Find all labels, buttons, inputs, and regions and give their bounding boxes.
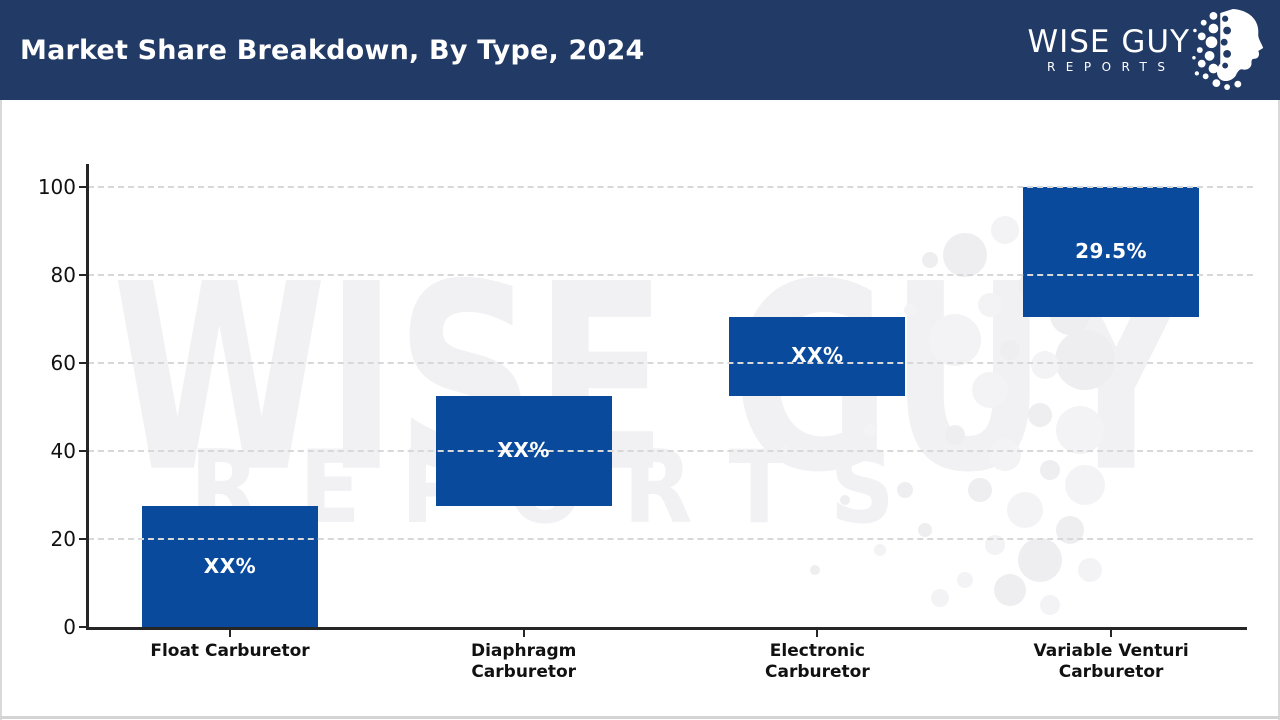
- y-tick: [79, 274, 87, 276]
- y-axis-line: [86, 164, 89, 629]
- header: Market Share Breakdown, By Type, 2024 WI…: [0, 0, 1280, 100]
- y-tick: [79, 626, 87, 628]
- y-tick-label: 0: [63, 615, 76, 639]
- x-tick: [229, 629, 231, 637]
- x-tick: [816, 629, 819, 637]
- left-border: [0, 100, 2, 720]
- category-label-variable-venturi-carburetor: Variable Venturi Carburetor: [1033, 641, 1189, 682]
- gridline-20: [88, 538, 1253, 540]
- y-tick: [79, 186, 87, 188]
- category-label-electronic-carburetor: Electronic Carburetor: [765, 641, 870, 682]
- bar-value-label: XX%: [791, 343, 844, 368]
- gridline-60: [88, 362, 1253, 364]
- y-tick-label: 20: [50, 527, 76, 551]
- right-border: [1278, 100, 1280, 720]
- bar-float-carburetor: [142, 506, 318, 627]
- footer-divider: [0, 716, 1280, 719]
- y-tick-label: 100: [37, 175, 76, 199]
- bar-value-label: XX%: [497, 438, 550, 462]
- y-tick: [79, 362, 87, 364]
- x-tick: [1110, 629, 1113, 637]
- y-tick: [79, 538, 87, 540]
- x-axis-line: [86, 627, 1247, 630]
- gridline-80: [88, 274, 1253, 276]
- logo-wordmark: WISE GUY REPORTS: [1027, 24, 1190, 74]
- page-title: Market Share Breakdown, By Type, 2024: [20, 34, 645, 66]
- bar-electronic-carburetor: [729, 316, 906, 396]
- face-profile-icon: [1192, 9, 1264, 90]
- gridline-100: [88, 186, 1253, 188]
- bar-value-label: 29.5%: [1075, 238, 1148, 263]
- y-tick-label: 80: [50, 263, 76, 287]
- wiseguy-logo: WISE GUY REPORTS: [1027, 7, 1270, 93]
- category-label-float-carburetor: Float Carburetor: [150, 641, 310, 661]
- bar-value-label: XX%: [203, 553, 257, 578]
- bar-variable-venturi-carburetor: [1023, 187, 1200, 317]
- category-label-diaphragm-carburetor: Diaphragm Carburetor: [470, 641, 577, 682]
- logo-title: WISE GUY: [1027, 24, 1190, 60]
- x-tick: [522, 629, 525, 637]
- y-tick: [79, 450, 87, 452]
- y-tick-label: 40: [50, 439, 76, 463]
- y-tick-label: 60: [50, 351, 76, 375]
- logo-subtitle: REPORTS: [1046, 60, 1176, 74]
- gridline-40: [88, 450, 1253, 452]
